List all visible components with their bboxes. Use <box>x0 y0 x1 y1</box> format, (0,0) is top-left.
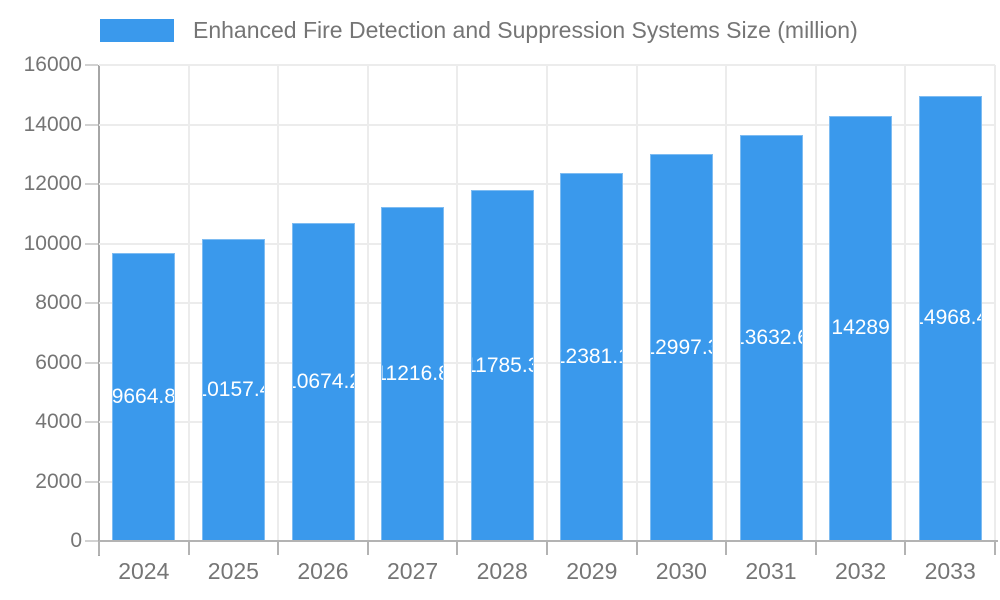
gridline-v <box>904 65 907 541</box>
bar-2033[interactable]: 14968.4 <box>918 95 982 541</box>
bar-2025[interactable]: 10157.4 <box>201 238 265 541</box>
gridline-v <box>366 65 369 541</box>
y-axis-label: 16000 <box>23 53 82 76</box>
x-axis-label: 2029 <box>566 558 618 584</box>
bar-2031[interactable]: 13632.6 <box>739 135 803 541</box>
gridline-v <box>546 65 548 541</box>
bar-2026[interactable]: 10674.2 <box>291 223 355 541</box>
bar-label-clip: 12997.3 <box>651 155 712 540</box>
bar-2030[interactable]: 12997.3 <box>649 154 713 541</box>
x-axis-label: 2026 <box>297 558 349 584</box>
x-axis-tick <box>994 541 996 555</box>
bar-value-label: 10674.2 <box>293 370 354 394</box>
bar-value-label: 14289 <box>831 316 890 340</box>
y-axis-label: 4000 <box>35 410 82 433</box>
y-axis-label: 2000 <box>35 469 82 493</box>
gridline-v <box>635 65 638 541</box>
x-axis-tick <box>904 541 907 555</box>
x-axis-tick <box>546 541 548 555</box>
bar-value-label: 11216.8 <box>382 362 443 386</box>
bar-2024[interactable]: 9664.8 <box>112 253 176 541</box>
x-axis-tick <box>814 541 817 555</box>
bar-label-clip: 9664.8 <box>113 254 174 540</box>
bar-2028[interactable]: 11785.3 <box>470 190 534 541</box>
y-axis-tick <box>85 64 98 66</box>
bar-label-clip: 11216.8 <box>382 208 443 540</box>
x-axis-tick <box>725 541 728 555</box>
bar-value-label: 9664.8 <box>113 385 175 409</box>
bar-label-clip: 12381.1 <box>561 174 622 540</box>
bar-label-clip: 11785.3 <box>472 191 533 540</box>
x-axis-tick <box>277 541 280 555</box>
bar-label-clip: 14968.4 <box>920 97 981 540</box>
bar-2029[interactable]: 12381.1 <box>560 172 624 541</box>
bar-label-clip: 13632.6 <box>741 136 802 540</box>
gridline-v <box>814 65 817 541</box>
y-axis-tick <box>85 361 98 364</box>
y-axis-tick <box>85 302 98 304</box>
x-axis-label: 2030 <box>655 558 707 584</box>
x-axis-label: 2028 <box>476 558 528 584</box>
bar-2027[interactable]: 11216.8 <box>381 207 445 541</box>
x-axis-label: 2032 <box>835 558 887 584</box>
y-axis-tick <box>85 421 98 423</box>
x-axis-label: 2025 <box>207 558 259 584</box>
bar-value-label: 14968.4 <box>920 306 981 330</box>
x-axis-tick <box>98 541 100 555</box>
bar-value-label: 11785.3 <box>472 353 533 377</box>
plot-area: 9664.8 10157.4 10674.2 11216.8 11785.3 12381.… <box>99 64 996 541</box>
y-axis-tick <box>85 183 98 185</box>
gridline-v <box>725 65 728 541</box>
bar-value-label: 13632.6 <box>741 326 802 350</box>
x-axis-label: 2031 <box>745 558 797 584</box>
legend-swatch-icon <box>100 19 174 42</box>
y-axis-label: 8000 <box>35 291 82 314</box>
legend-label: Enhanced Fire Detection and Suppression … <box>193 17 858 43</box>
gridline-v <box>277 65 280 541</box>
y-axis-label: 14000 <box>23 112 82 136</box>
y-axis-label: 6000 <box>35 350 82 374</box>
y-axis-line <box>98 65 100 556</box>
bar-value-label: 12381.1 <box>561 344 622 368</box>
bar-label-clip: 10674.2 <box>293 224 354 540</box>
x-axis-tick <box>187 541 190 555</box>
x-axis-tick <box>635 541 638 555</box>
x-axis-tick <box>366 541 369 555</box>
y-axis-tick <box>85 480 98 483</box>
x-axis-line <box>99 540 998 542</box>
gridline-v <box>456 65 459 541</box>
y-axis-tick <box>85 540 98 542</box>
x-axis-label: 2033 <box>924 558 976 584</box>
legend-item[interactable]: Enhanced Fire Detection and Suppression … <box>100 17 858 44</box>
bar-value-label: 12997.3 <box>651 335 712 359</box>
gridline-v <box>187 65 190 541</box>
bar-label-clip: 14289 <box>830 117 891 540</box>
bar-value-label: 10157.4 <box>203 377 264 401</box>
x-axis-label: 2027 <box>387 558 439 584</box>
bar-label-clip: 10157.4 <box>203 240 264 540</box>
y-axis-label: 10000 <box>23 231 82 255</box>
gridline-v <box>994 65 996 541</box>
y-axis-tick <box>85 242 98 245</box>
y-axis-label: 12000 <box>23 172 82 195</box>
y-axis-tick <box>85 123 98 126</box>
x-axis-label: 2024 <box>118 558 170 584</box>
x-axis-tick <box>456 541 459 555</box>
bar-2032[interactable]: 14289 <box>829 115 893 541</box>
y-axis-label: 0 <box>70 529 82 552</box>
